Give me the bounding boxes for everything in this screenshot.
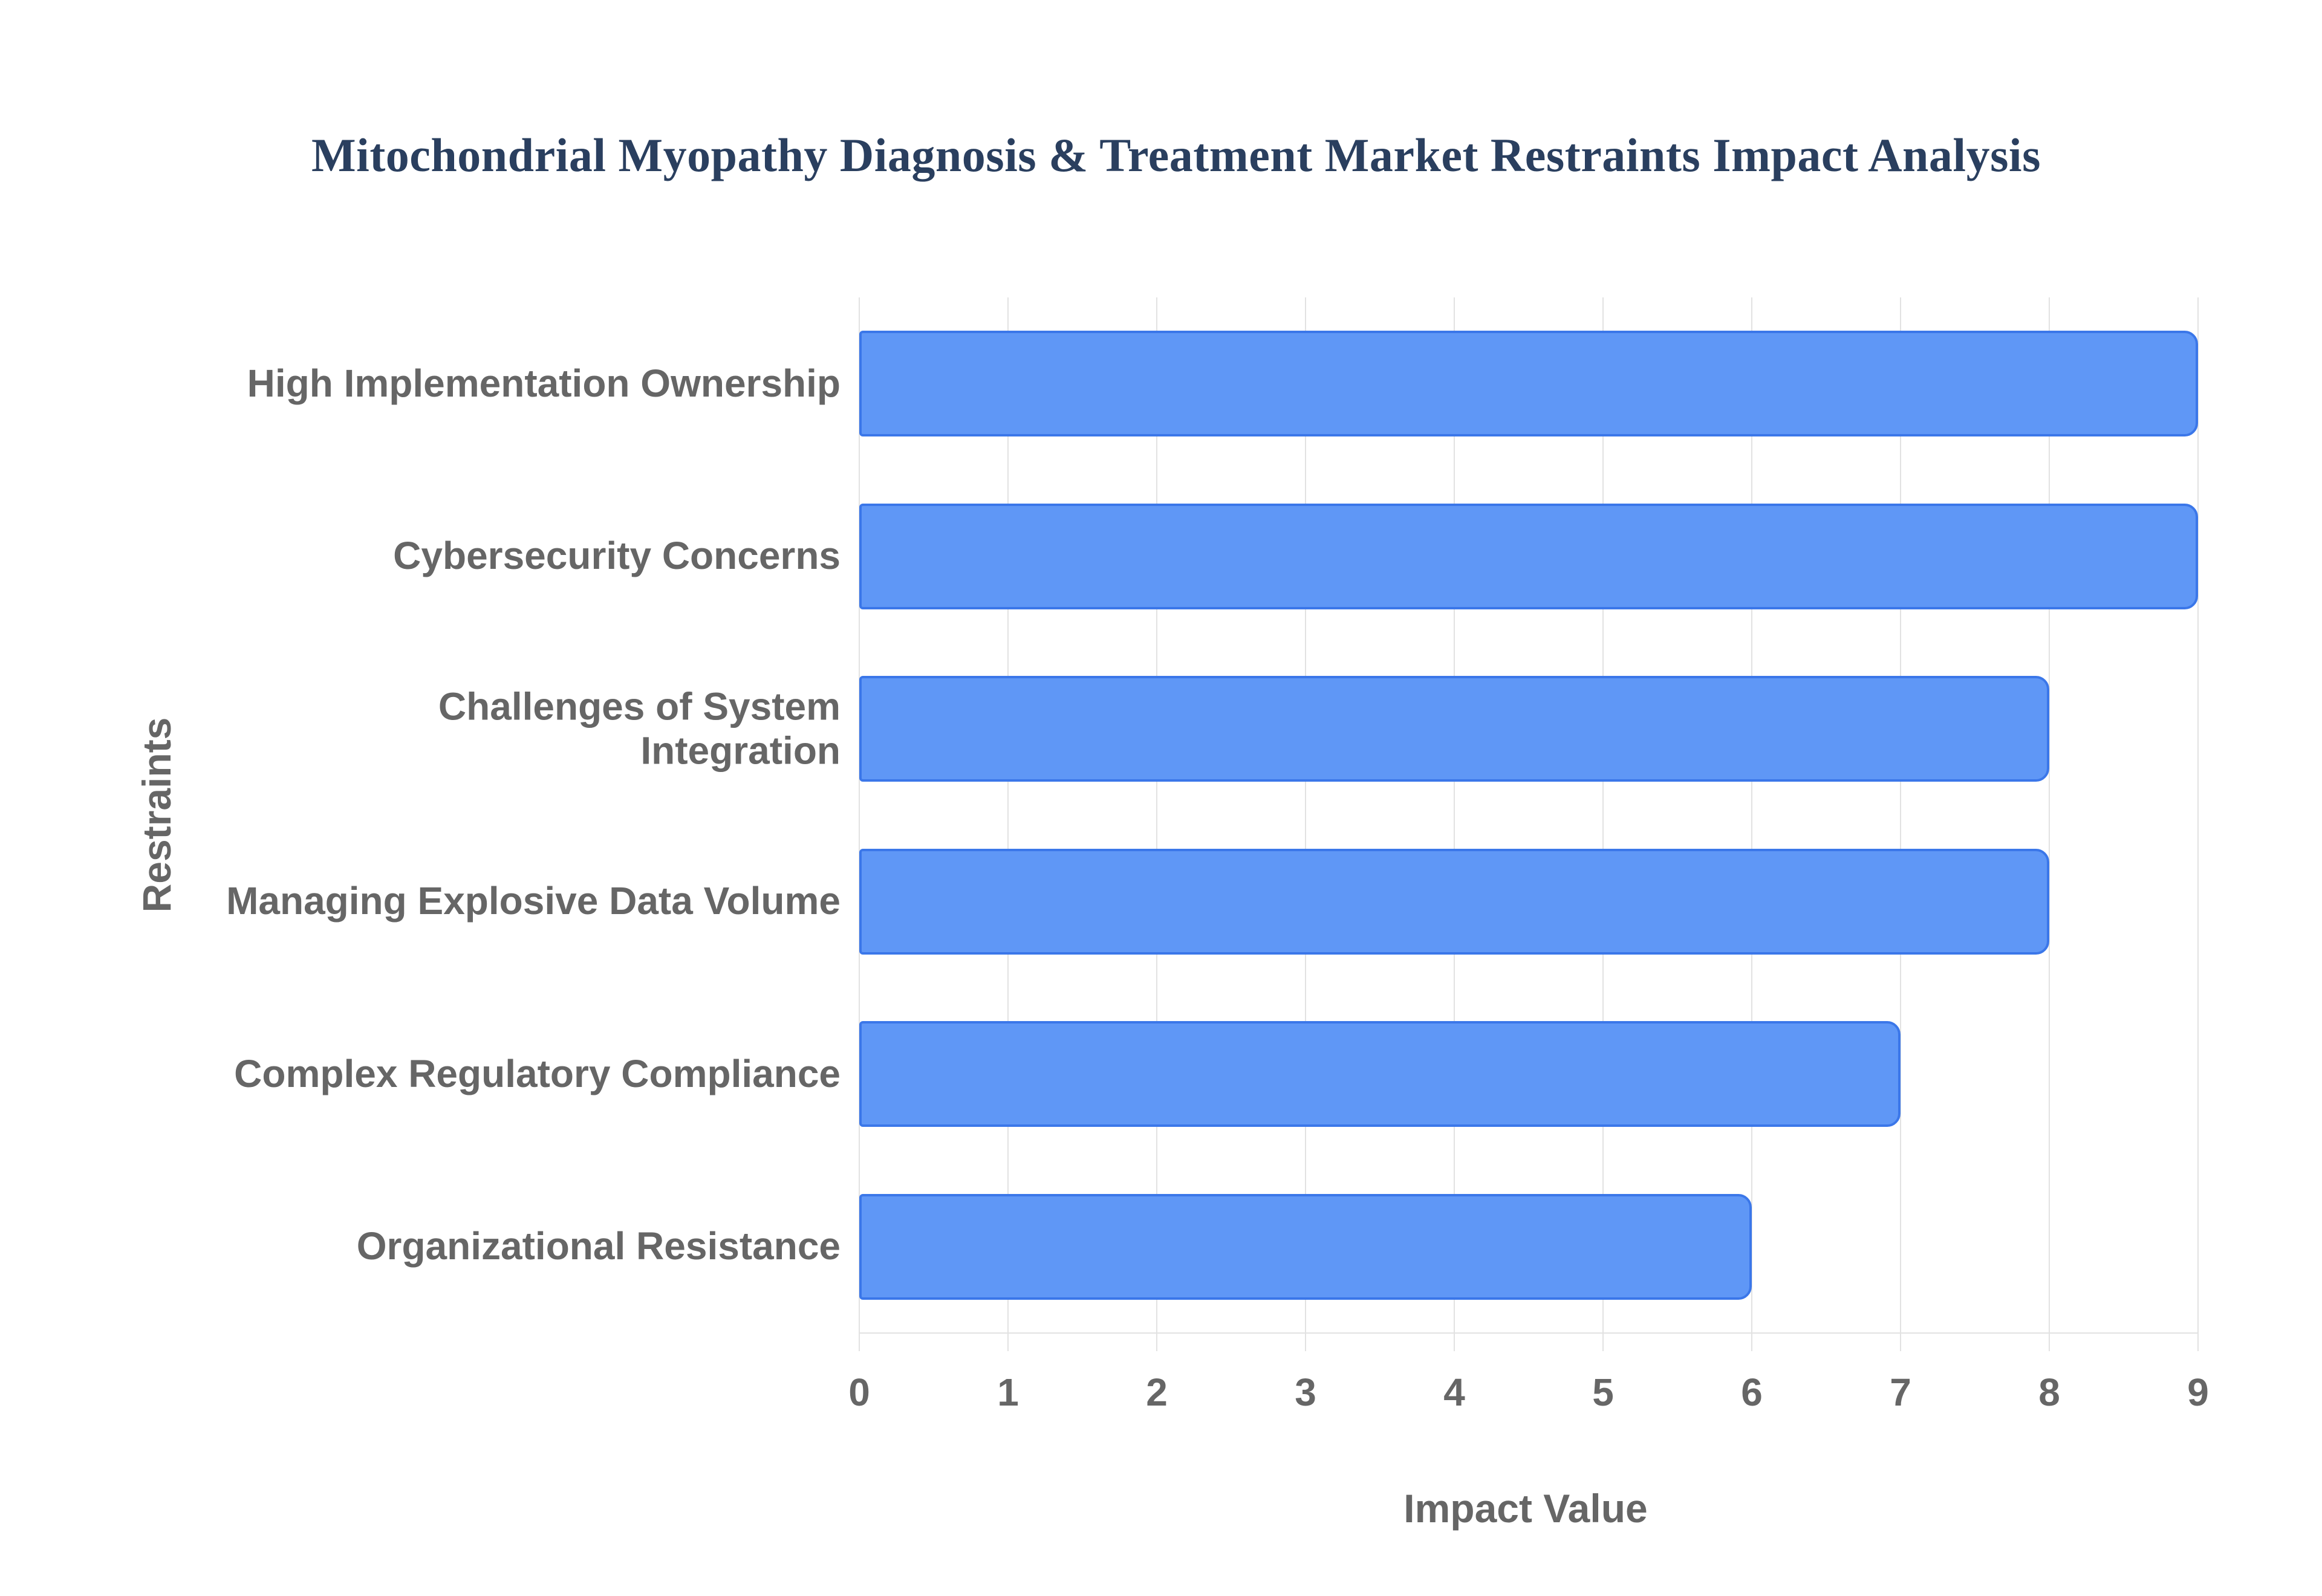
bar-6 — [859, 1193, 1752, 1300]
gridline-x-4 — [1454, 297, 1455, 1333]
category-label-5: Complex Regulatory Compliance — [234, 1051, 841, 1095]
tick-mark-x-3 — [1305, 1333, 1306, 1351]
gridline-x-6 — [1751, 297, 1752, 1333]
category-label-4: Managing Explosive Data Volume — [226, 879, 841, 923]
gridline-x-2 — [1156, 297, 1157, 1333]
gridline-x-3 — [1305, 297, 1306, 1333]
bar-1 — [859, 331, 2198, 437]
gridline-x-7 — [1900, 297, 1901, 1333]
x-tick-label-1: 1 — [997, 1371, 1019, 1414]
x-tick-label-6: 6 — [1741, 1371, 1763, 1414]
x-axis-line — [859, 1332, 2198, 1334]
x-tick-label-0: 0 — [848, 1371, 870, 1414]
category-label-2: Cybersecurity Concerns — [393, 534, 841, 578]
tick-mark-x-0 — [859, 1333, 860, 1351]
x-tick-label-4: 4 — [1443, 1371, 1465, 1414]
tick-mark-x-2 — [1156, 1333, 1157, 1351]
gridline-x-8 — [2049, 297, 2050, 1333]
gridline-x-5 — [1602, 297, 1604, 1333]
tick-mark-x-1 — [1007, 1333, 1009, 1351]
x-tick-label-9: 9 — [2187, 1371, 2209, 1414]
bar-3 — [859, 676, 2049, 782]
y-axis-title: Restraints — [134, 717, 179, 913]
tick-mark-x-8 — [2049, 1333, 2050, 1351]
gridline-x-9 — [2197, 297, 2199, 1333]
x-axis-title: Impact Value — [1403, 1486, 1648, 1531]
tick-mark-x-7 — [1900, 1333, 1901, 1351]
x-tick-label-8: 8 — [2038, 1371, 2060, 1414]
category-label-3: Challenges of System Integration — [438, 684, 841, 773]
tick-mark-x-9 — [2197, 1333, 2199, 1351]
plot-area — [859, 297, 2199, 1351]
x-tick-label-3: 3 — [1295, 1371, 1316, 1414]
tick-mark-x-4 — [1454, 1333, 1455, 1351]
x-tick-label-7: 7 — [1890, 1371, 1911, 1414]
bar-2 — [859, 503, 2198, 609]
tick-mark-x-5 — [1602, 1333, 1604, 1351]
gridline-x-1 — [1007, 297, 1009, 1333]
gridline-x-0 — [859, 297, 860, 1333]
category-label-6: Organizational Resistance — [356, 1224, 841, 1268]
x-tick-label-2: 2 — [1146, 1371, 1168, 1414]
chart-title: Mitochondrial Myopathy Diagnosis & Treat… — [311, 129, 2041, 181]
bar-4 — [859, 848, 2049, 955]
tick-mark-x-6 — [1751, 1333, 1752, 1351]
category-label-1: High Implementation Ownership — [247, 361, 841, 405]
x-tick-label-5: 5 — [1592, 1371, 1614, 1414]
bar-5 — [859, 1021, 1901, 1127]
